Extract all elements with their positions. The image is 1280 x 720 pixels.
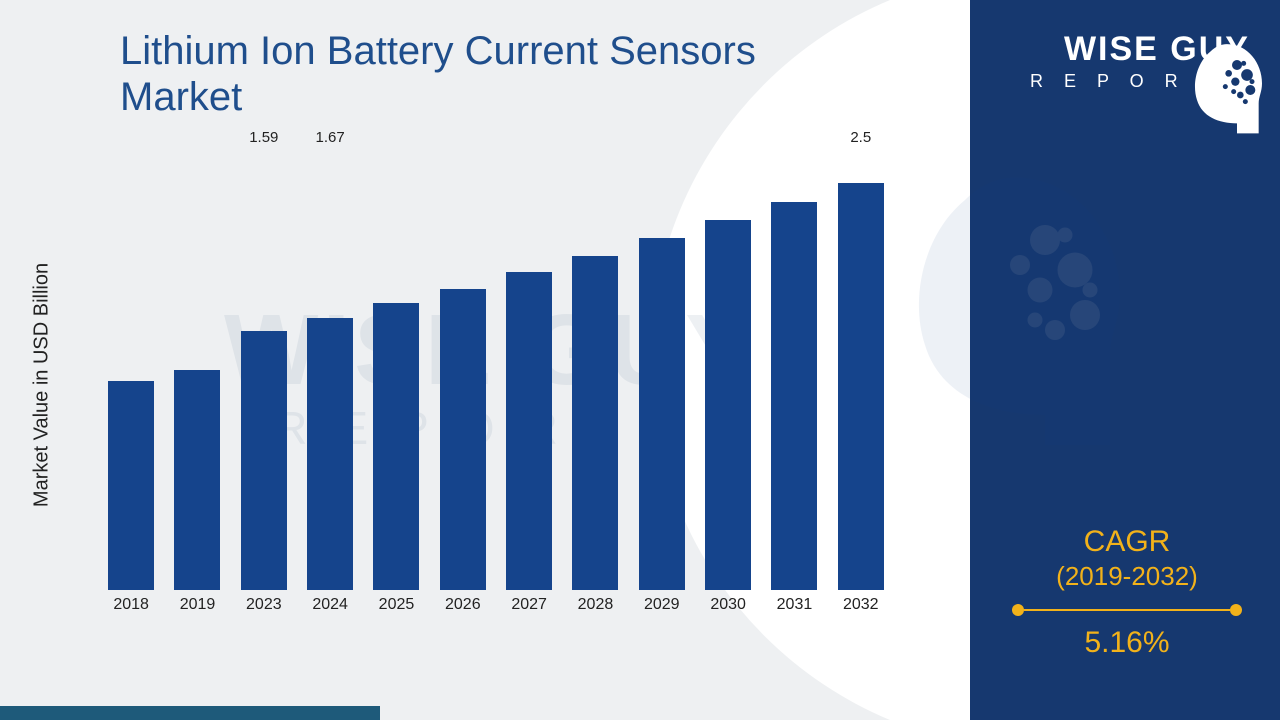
divider-segment: [1024, 609, 1230, 611]
bars-container: 1.591.67 2.5: [92, 150, 900, 590]
bar-slot: [695, 150, 761, 590]
bar-slot: [363, 150, 429, 590]
divider-dot-icon: [1012, 604, 1024, 616]
bar-slot: 1.59: [231, 150, 297, 590]
bar-value-label: 1.67: [316, 129, 345, 146]
bar-value-label: 1.59: [249, 129, 278, 146]
bar-slot: [98, 150, 164, 590]
x-axis: 2018201920232024202520262027202820292030…: [92, 590, 900, 620]
cagr-block: CAGR (2019-2032) 5.16%: [1012, 525, 1242, 660]
cagr-title: CAGR: [1012, 525, 1242, 559]
page-root: WISE GUY REPORTS Lithium Ion Battery Cur…: [0, 0, 1280, 720]
bar-slot: 1.67: [297, 150, 363, 590]
plot-area: 1.591.67 2.5: [92, 150, 900, 590]
cagr-divider: [1012, 604, 1242, 616]
y-axis-label: Market Value in USD Billion: [31, 263, 54, 507]
bar: [440, 289, 486, 590]
x-tick-label: 2030: [695, 590, 761, 620]
bar-slot: [164, 150, 230, 590]
bar-slot: 2.5: [828, 150, 894, 590]
bar: [373, 303, 419, 590]
bar: [241, 331, 287, 590]
cagr-value: 5.16%: [1012, 626, 1242, 660]
x-tick-label: 2019: [164, 590, 230, 620]
bar: [705, 220, 751, 590]
bar: [838, 183, 884, 590]
bar: [506, 272, 552, 590]
divider-dot-icon: [1230, 604, 1242, 616]
bar-slot: [562, 150, 628, 590]
chart-title: Lithium Ion Battery Current Sensors Mark…: [120, 28, 880, 120]
x-tick-label: 2025: [363, 590, 429, 620]
x-tick-label: 2031: [761, 590, 827, 620]
x-tick-label: 2032: [828, 590, 894, 620]
bar-slot: [430, 150, 496, 590]
bar-slot: [761, 150, 827, 590]
x-tick-label: 2024: [297, 590, 363, 620]
brand-logo: WISE GUY R E P O R T S: [990, 30, 1250, 92]
watermark-head-icon: [890, 165, 1140, 465]
cagr-range: (2019-2032): [1012, 561, 1242, 592]
x-tick-label: 2028: [562, 590, 628, 620]
bar: [174, 370, 220, 590]
bar: [307, 318, 353, 590]
x-tick-label: 2026: [430, 590, 496, 620]
bar: [108, 381, 154, 590]
bar-chart: Market Value in USD Billion 1.591.672.5 …: [80, 150, 900, 620]
bar-value-label: 2.5: [850, 129, 871, 146]
bar-slot: [496, 150, 562, 590]
x-tick-label: 2027: [496, 590, 562, 620]
bottom-accent-bar: [0, 706, 380, 720]
bar: [639, 238, 685, 590]
x-tick-label: 2029: [629, 590, 695, 620]
x-tick-label: 2023: [231, 590, 297, 620]
bar: [771, 202, 817, 590]
brand-head-icon: [1182, 40, 1272, 140]
bar: [572, 256, 618, 590]
bar-slot: [629, 150, 695, 590]
x-tick-label: 2018: [98, 590, 164, 620]
